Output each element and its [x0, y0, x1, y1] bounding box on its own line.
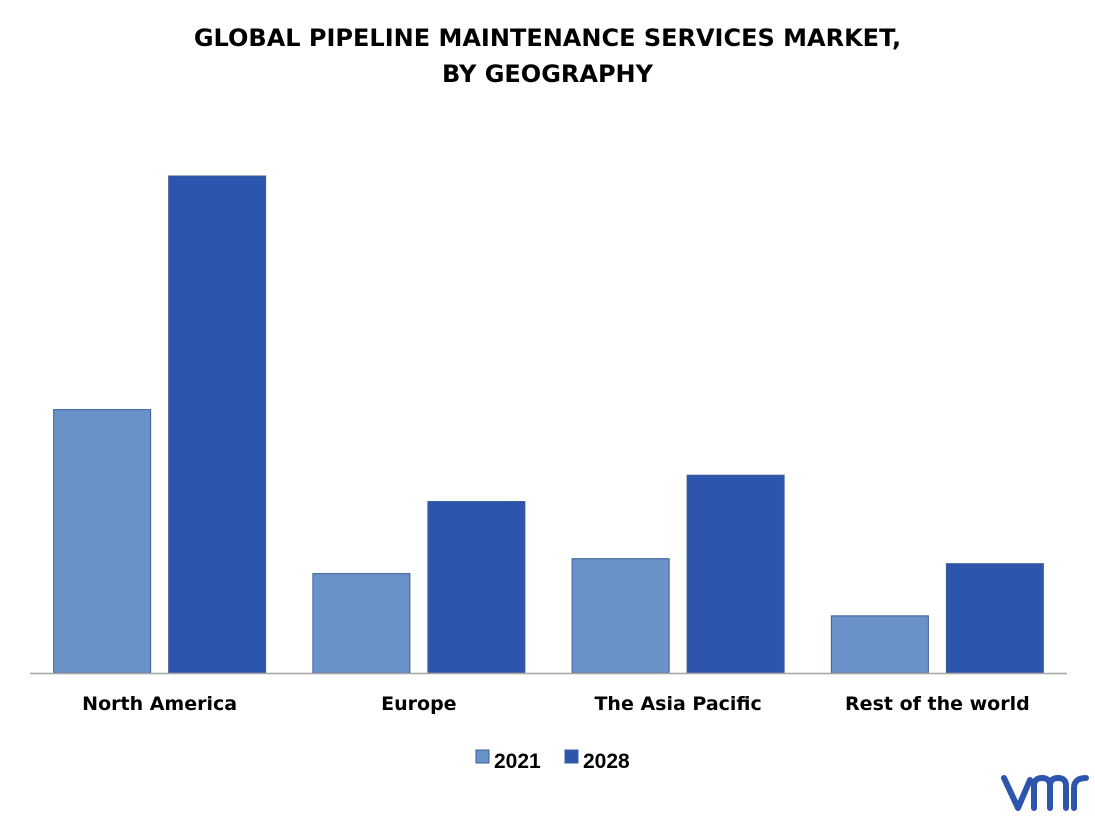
legend-swatch-2028 — [564, 749, 579, 764]
legend-label-2021: 2021 — [494, 750, 541, 773]
bar-2028-north-america — [168, 175, 267, 674]
chart-title-line-1: GLOBAL PIPELINE MAINTENANCE SERVICES MAR… — [193, 24, 902, 52]
chart-title-line-2: BY GEOGRAPHY — [441, 60, 654, 88]
x-tick-label: Europe — [381, 693, 456, 715]
bar-2021-rest-of-the-world — [830, 615, 929, 674]
chart-title: GLOBAL PIPELINE MAINTENANCE SERVICES MAR… — [0, 20, 1095, 92]
vmr-logo — [1001, 775, 1089, 811]
x-tick-label: Rest of the world — [845, 693, 1030, 715]
bar-2028-rest-of-the-world — [945, 563, 1044, 674]
bar-2028-the-asia-pacific — [686, 474, 785, 674]
x-tick-label: The Asia Pacific — [594, 693, 761, 715]
legend-swatch-2021 — [475, 749, 490, 764]
bar-2021-the-asia-pacific — [571, 558, 670, 674]
bar-2028-europe — [427, 501, 526, 674]
legend-label-2028: 2028 — [583, 750, 630, 773]
bar-2021-north-america — [53, 409, 152, 674]
x-tick-label: North America — [82, 693, 237, 715]
bar-2021-europe — [312, 573, 411, 674]
